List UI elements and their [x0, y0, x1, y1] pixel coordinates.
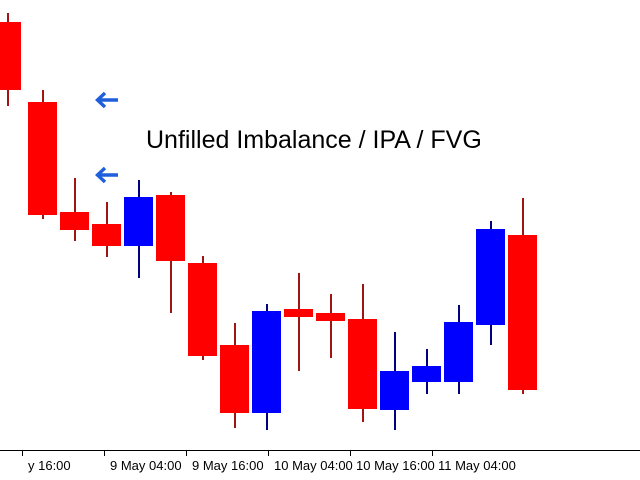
candle-body: [188, 263, 217, 356]
candle-body: [220, 345, 249, 413]
left-arrow-icon: [92, 164, 120, 191]
candle-wick: [74, 178, 76, 241]
candle-body: [92, 224, 121, 246]
candle-wick: [330, 294, 332, 358]
x-axis-tick-label: 9 May 04:00: [110, 458, 182, 473]
candle-body: [0, 22, 21, 90]
x-axis-tick: [186, 450, 187, 456]
left-arrow-icon: [92, 89, 120, 116]
candle-body: [156, 195, 185, 261]
candle-body: [28, 102, 57, 215]
candle-body: [60, 212, 89, 230]
x-axis-tick-label: 10 May 16:00: [356, 458, 435, 473]
x-axis-tick: [104, 450, 105, 456]
x-axis-tick: [350, 450, 351, 456]
x-axis-tick-label: 9 May 16:00: [192, 458, 264, 473]
candle-body: [252, 311, 281, 413]
candle-body: [412, 366, 441, 382]
candle-body: [380, 371, 409, 410]
candle-body: [476, 229, 505, 325]
x-axis-tick-label: 11 May 04:00: [438, 458, 516, 473]
candle-wick: [298, 273, 300, 371]
chart-title-annotation: Unfilled Imbalance / IPA / FVG: [146, 126, 482, 154]
x-axis-tick: [22, 450, 23, 456]
candle-body: [284, 309, 313, 317]
candle-body: [444, 322, 473, 382]
x-axis-tick-label: y 16:00: [28, 458, 71, 473]
x-axis-line: [0, 450, 640, 451]
x-axis-tick: [432, 450, 433, 456]
candle-body: [348, 319, 377, 409]
plot-area[interactable]: Unfilled Imbalance / IPA / FVG: [0, 0, 640, 450]
candle-body: [316, 313, 345, 321]
candle-body: [124, 197, 153, 246]
x-axis-tick-label: 10 May 04:00: [274, 458, 353, 473]
candle-body: [508, 235, 537, 390]
x-axis-tick: [268, 450, 269, 456]
